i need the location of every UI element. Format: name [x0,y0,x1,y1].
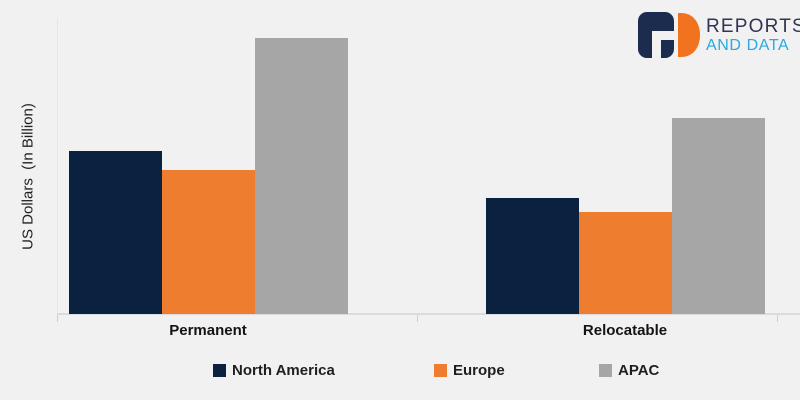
y-axis-title: US Dollars (In Billion) [19,103,37,250]
logo-line-and-data: AND DATA [706,36,790,54]
legend-swatch-icon [434,364,447,377]
bar-apac-relocatable [672,118,765,314]
bar-europe-permanent [162,170,255,314]
bar-north-america-relocatable [486,198,579,314]
x-axis-tick [777,315,778,322]
legend-label: APAC [618,362,660,379]
rd-monogram-icon [638,12,700,58]
x-axis-line [57,313,800,315]
legend-item-europe: Europe [434,362,505,379]
logo-wordmark: REPORTS AND DATA [706,17,800,54]
legend-swatch-icon [213,364,226,377]
legend-item-apac: APAC [599,362,659,379]
legend-label: Europe [453,362,505,379]
y-axis-line [57,18,58,313]
logo-line-reports: REPORTS [706,15,800,37]
bar-north-america-permanent [69,151,162,314]
x-axis-tick [417,315,418,322]
brand-logo: REPORTS AND DATA [638,12,800,58]
x-axis-tick [57,315,58,322]
category-label-relocatable: Relocatable [582,322,668,339]
category-label-permanent: Permanent [169,322,247,339]
legend-item-north-america: North America [213,362,335,379]
legend-label: North America [232,362,335,379]
bar-apac-permanent [255,38,348,314]
legend-swatch-icon [599,364,612,377]
bar-europe-relocatable [579,212,672,314]
